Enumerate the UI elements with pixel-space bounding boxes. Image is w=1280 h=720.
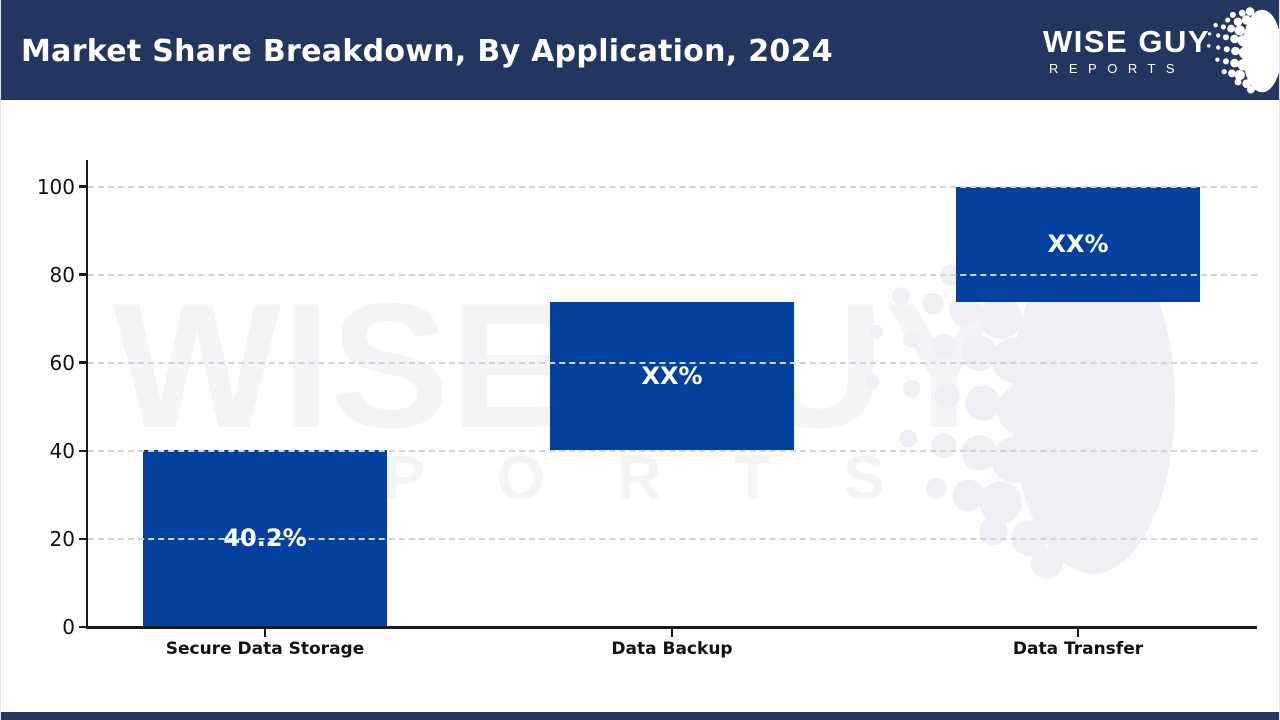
gridline [88,537,1257,540]
bar-data-transfer [956,186,1200,303]
footer-bar [1,712,1279,720]
y-tick-label: 20 [49,526,75,551]
y-tick-mark [79,361,88,364]
gridline [88,185,1257,188]
x-tick-mark [1076,628,1080,637]
y-tick-mark [79,449,88,453]
logo-wordmark: WISE GUY [1043,24,1211,59]
bar-value-label: XX% [641,362,703,391]
bar-value-label: 40.2% [223,524,307,553]
x-tick-mark [263,628,267,637]
y-tick-label: 40 [49,438,75,463]
bar-data-backup [550,302,794,450]
y-tick-label: 60 [49,350,75,375]
gridline [88,361,1257,364]
y-tick-mark [79,537,88,541]
x-category-label: Data Transfer [1012,639,1144,659]
x-tick-mark [670,628,674,637]
y-tick-mark [79,273,88,276]
header-bar: Market Share Breakdown, By Application, … [1,0,1279,100]
y-tick-mark [79,625,88,629]
logo-head-icon [1195,5,1280,97]
x-category-label: Secure Data Storage [165,639,365,659]
y-tick-label: 100 [36,174,75,199]
x-category-label: Data Backup [611,639,733,659]
page-title: Market Share Breakdown, By Application, … [21,34,833,69]
y-tick-mark [79,185,88,188]
gridline [88,273,1257,276]
y-tick-label: 80 [49,262,75,287]
bar-value-label: XX% [1047,230,1109,259]
logo-subtext: REPORTS [1049,61,1186,76]
x-axis-line [85,626,1257,629]
y-tick-label: 0 [62,615,75,639]
gridline [88,449,1257,452]
y-axis-line [85,160,88,629]
